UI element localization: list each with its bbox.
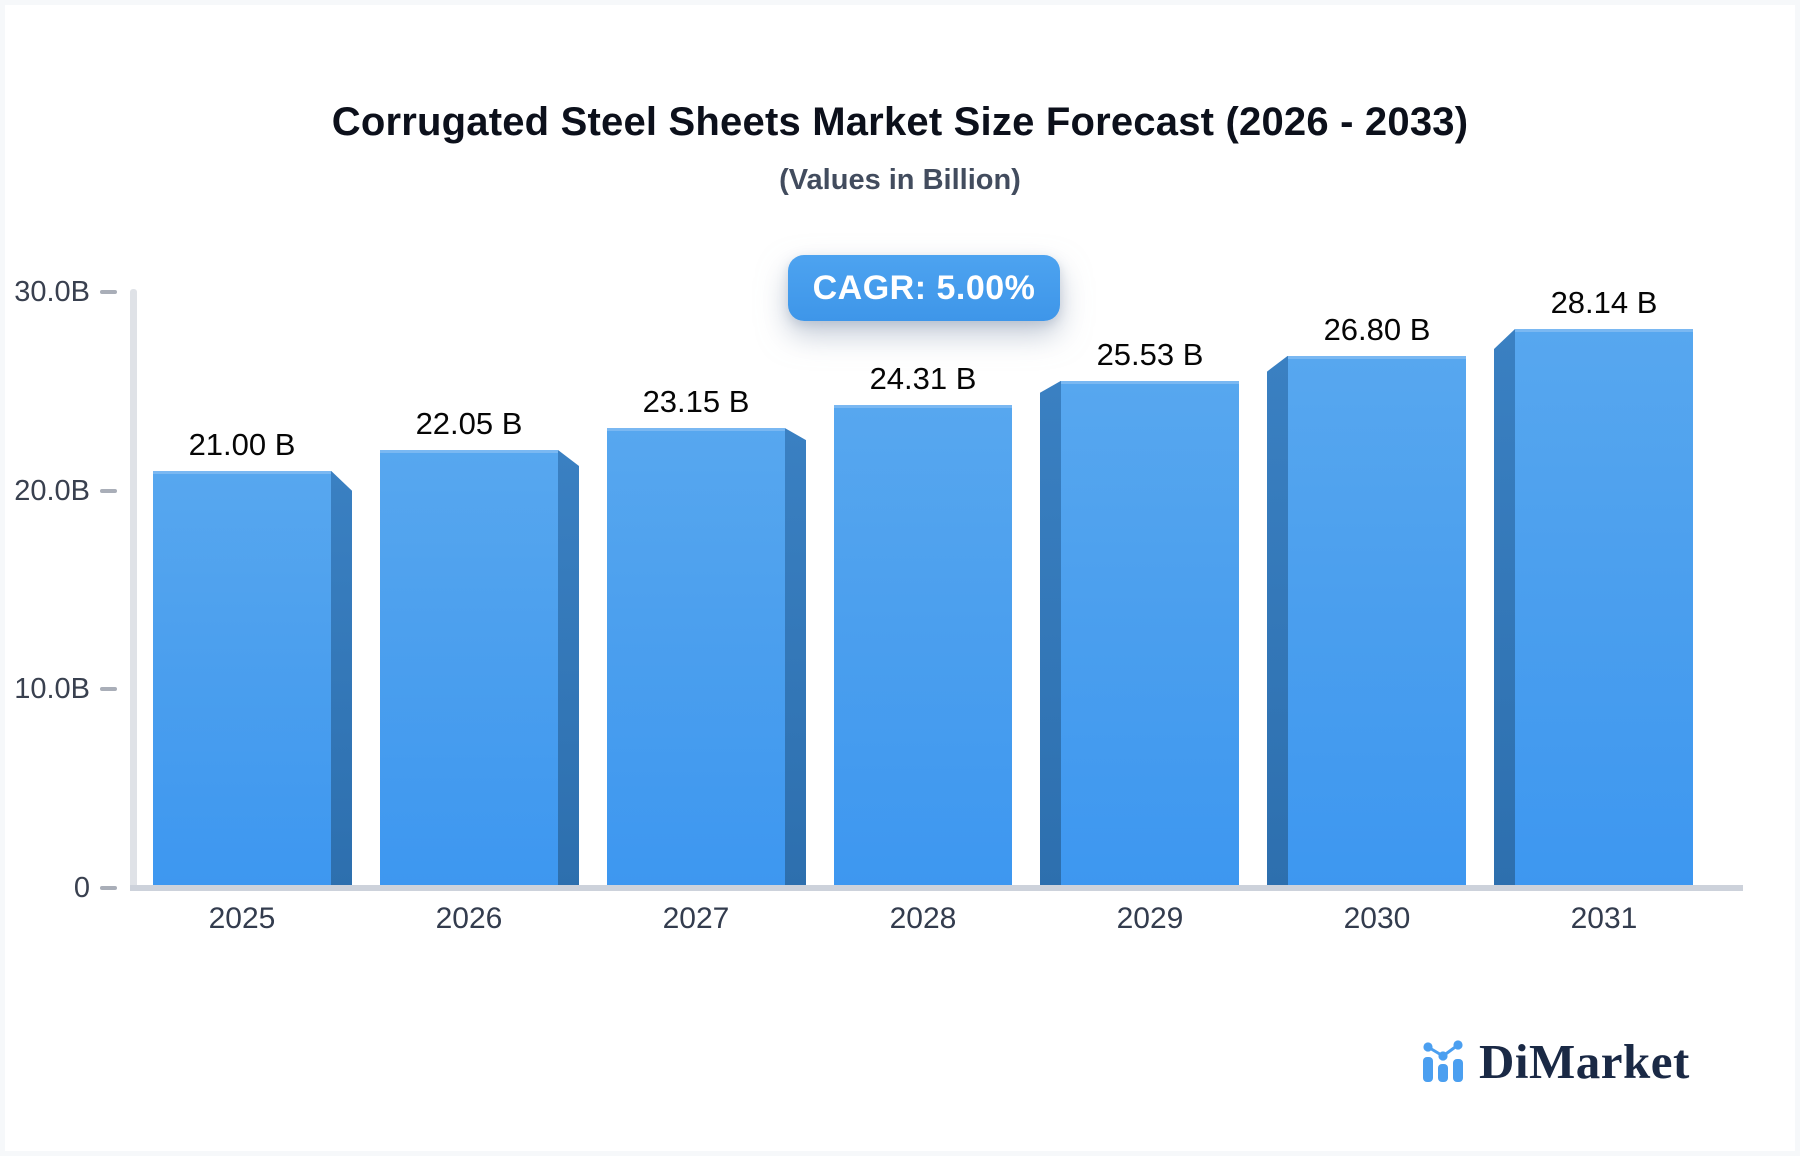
bar-3d-side	[785, 428, 806, 888]
y-axis-tick-label: 30.0B	[14, 276, 90, 308]
bar-3d-side	[558, 449, 579, 888]
y-axis-tick-label: 20.0B	[14, 474, 90, 507]
x-axis-label-2030: 2030	[1343, 902, 1411, 935]
bar-value-label: 22.05 B	[415, 405, 523, 441]
bar-line-chart-logo-icon	[1423, 1040, 1463, 1082]
bar-2027[interactable]	[607, 428, 785, 888]
bar-value-label: 23.15 B	[642, 384, 750, 420]
bar-2029[interactable]	[1061, 380, 1239, 888]
bar-2026[interactable]	[380, 449, 558, 888]
bar-3d-side	[1040, 380, 1061, 888]
x-axis-label-2026: 2026	[435, 902, 503, 935]
x-axis-label-2025: 2025	[208, 902, 276, 935]
bar-3d-side	[331, 470, 352, 888]
chart-title: Corrugated Steel Sheets Market Size Fore…	[331, 100, 1469, 144]
bar-2031[interactable]	[1515, 328, 1693, 888]
chart-subtitle: (Values in Billion)	[779, 164, 1021, 196]
y-axis-line	[130, 289, 137, 891]
bar-2028[interactable]	[834, 405, 1012, 888]
x-axis-label-2027: 2027	[662, 902, 730, 935]
x-axis-label-2031: 2031	[1570, 902, 1638, 935]
y-axis-tick-mark	[100, 886, 117, 890]
brand-logo-text: DiMarket	[1479, 1034, 1690, 1089]
bar-value-label: 26.80 B	[1323, 311, 1431, 347]
bar-2030[interactable]	[1288, 355, 1466, 888]
x-axis-label-2028: 2028	[889, 902, 957, 935]
bar-value-label: 28.14 B	[1550, 284, 1658, 320]
y-axis-tick-label: 10.0B	[14, 673, 90, 706]
bar-value-label: 21.00 B	[188, 426, 296, 462]
brand-logo: DiMarket	[1422, 1034, 1690, 1089]
bar-3d-side	[1267, 355, 1288, 888]
x-axis-label-2029: 2029	[1116, 902, 1184, 935]
bar-value-label: 25.53 B	[1096, 336, 1204, 372]
y-axis-tick-mark	[100, 290, 117, 294]
x-axis-line	[130, 885, 1743, 891]
bar-2025[interactable]	[153, 470, 331, 888]
y-axis-tick-mark	[100, 488, 117, 493]
y-axis-tick-label: 0	[73, 872, 90, 904]
bar-3d-side	[1494, 328, 1515, 888]
bar-value-label: 24.31 B	[869, 361, 977, 397]
cagr-badge: CAGR: 5.00%	[788, 255, 1060, 321]
y-axis-tick-mark	[100, 687, 117, 692]
